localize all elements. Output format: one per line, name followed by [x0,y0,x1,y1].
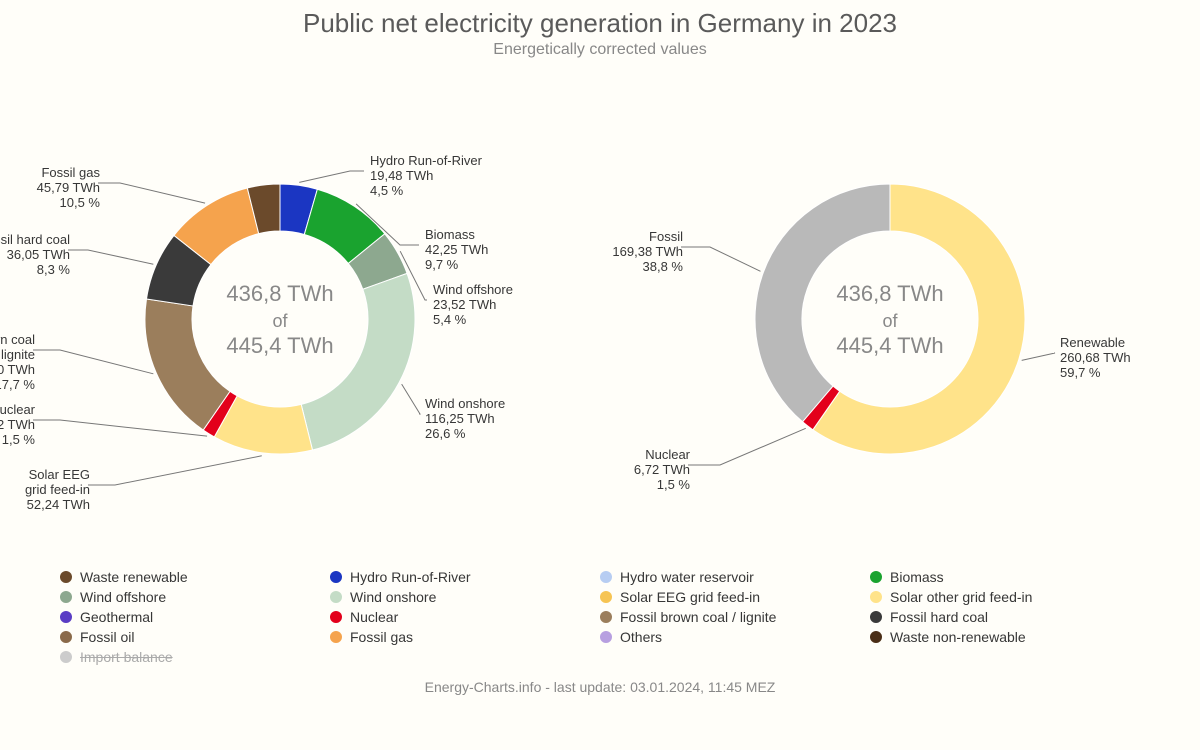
legend-swatch [870,591,882,603]
legend: Waste renewable Hydro Run-of-River Hydro w… [0,569,1200,665]
center-top: 436,8 TWh [226,281,333,306]
legend-label: Fossil brown coal / lignite [620,609,776,625]
legend-item[interactable]: Others [600,629,870,645]
center-top: 436,8 TWh [836,281,943,306]
legend-label: Waste renewable [80,569,188,585]
legend-swatch [60,631,72,643]
callout-hydro_ror: Hydro Run-of-River19,48 TWh4,5 % [370,153,483,198]
charts-area: 436,8 TWhof445,4 TWhHydro Run-of-River19… [0,59,1200,569]
chart-subtitle: Energetically corrected values [0,41,1200,59]
legend-label: Fossil gas [350,629,413,645]
legend-label: Biomass [890,569,944,585]
legend-item[interactable]: Fossil hard coal [870,609,1140,625]
legend-item[interactable]: Waste renewable [60,569,330,585]
leader [299,171,364,182]
center-bot: 445,4 TWh [836,333,943,358]
legend-item[interactable]: Fossil gas [330,629,600,645]
center-mid: of [272,311,288,331]
legend-item[interactable]: Wind offshore [60,589,330,605]
legend-label: Others [620,629,662,645]
legend-label: Hydro water reservoir [620,569,754,585]
legend-label: Import balance [80,649,173,665]
center-mid: of [882,311,898,331]
legend-item[interactable]: Import balance [60,649,330,665]
legend-swatch [600,571,612,583]
leader [688,428,806,465]
legend-item[interactable]: Hydro Run-of-River [330,569,600,585]
legend-swatch [600,591,612,603]
legend-item[interactable]: Nuclear [330,609,600,625]
legend-item[interactable]: Fossil brown coal / lignite [600,609,870,625]
legend-label: Wind onshore [350,589,436,605]
legend-item[interactable]: Fossil oil [60,629,330,645]
callout-biomass: Biomass42,25 TWh9,7 % [425,227,488,272]
legend-label: Nuclear [350,609,398,625]
legend-swatch [60,571,72,583]
legend-label: Fossil hard coal [890,609,988,625]
leader [98,183,205,203]
legend-swatch [60,591,72,603]
legend-swatch [60,611,72,623]
legend-label: Hydro Run-of-River [350,569,471,585]
leader [68,250,153,264]
legend-label: Geothermal [80,609,153,625]
callout-solar_eeg: Solar EEGgrid feed-in52,24 TWh [25,467,90,512]
callout-wind_on: Wind onshore116,25 TWh26,6 % [425,396,505,441]
legend-swatch [330,571,342,583]
legend-swatch [330,631,342,643]
legend-swatch [870,611,882,623]
legend-swatch [330,591,342,603]
legend-swatch [330,611,342,623]
legend-item[interactable]: Solar other grid feed-in [870,589,1140,605]
legend-item[interactable]: Biomass [870,569,1140,585]
leader [88,456,262,485]
callout-nuclear: Nuclear6,72 TWh1,5 % [634,447,691,492]
callout-nuclear: Nuclear6,72 TWh1,5 % [0,402,36,447]
legend-item[interactable]: Geothermal [60,609,330,625]
legend-label: Waste non-renewable [890,629,1026,645]
leader [33,350,153,374]
legend-swatch [60,651,72,663]
legend-item[interactable]: Solar EEG grid feed-in [600,589,870,605]
callout-wind_off: Wind offshore23,52 TWh5,4 % [433,282,513,327]
callout-gas: Fossil gas45,79 TWh10,5 % [37,165,101,210]
chart-title: Public net electricity generation in Ger… [0,0,1200,39]
legend-swatch [600,611,612,623]
callout-fossil: Fossil169,38 TWh38,8 % [612,229,683,274]
leader [681,247,760,271]
leader [33,420,207,436]
legend-label: Wind offshore [80,589,166,605]
callout-lignite: Fossil brown coal/ lignite77,50 TWh17,7 … [0,332,35,392]
legend-label: Solar other grid feed-in [890,589,1032,605]
footer-text: Energy-Charts.info - last update: 03.01.… [0,679,1200,695]
legend-item[interactable]: Hydro water reservoir [600,569,870,585]
donut-svg: 436,8 TWhof445,4 TWhHydro Run-of-River19… [0,59,1200,569]
legend-label: Solar EEG grid feed-in [620,589,760,605]
legend-item[interactable]: Wind onshore [330,589,600,605]
callout-hard_coal: Fossil hard coal36,05 TWh8,3 % [0,232,70,277]
legend-swatch [870,571,882,583]
center-bot: 445,4 TWh [226,333,333,358]
slice-lignite [145,299,230,430]
legend-label: Fossil oil [80,629,134,645]
callout-renewable: Renewable260,68 TWh59,7 % [1060,335,1131,380]
legend-swatch [600,631,612,643]
legend-swatch [870,631,882,643]
leader [1022,353,1055,360]
legend-item[interactable]: Waste non-renewable [870,629,1140,645]
leader [402,384,420,414]
